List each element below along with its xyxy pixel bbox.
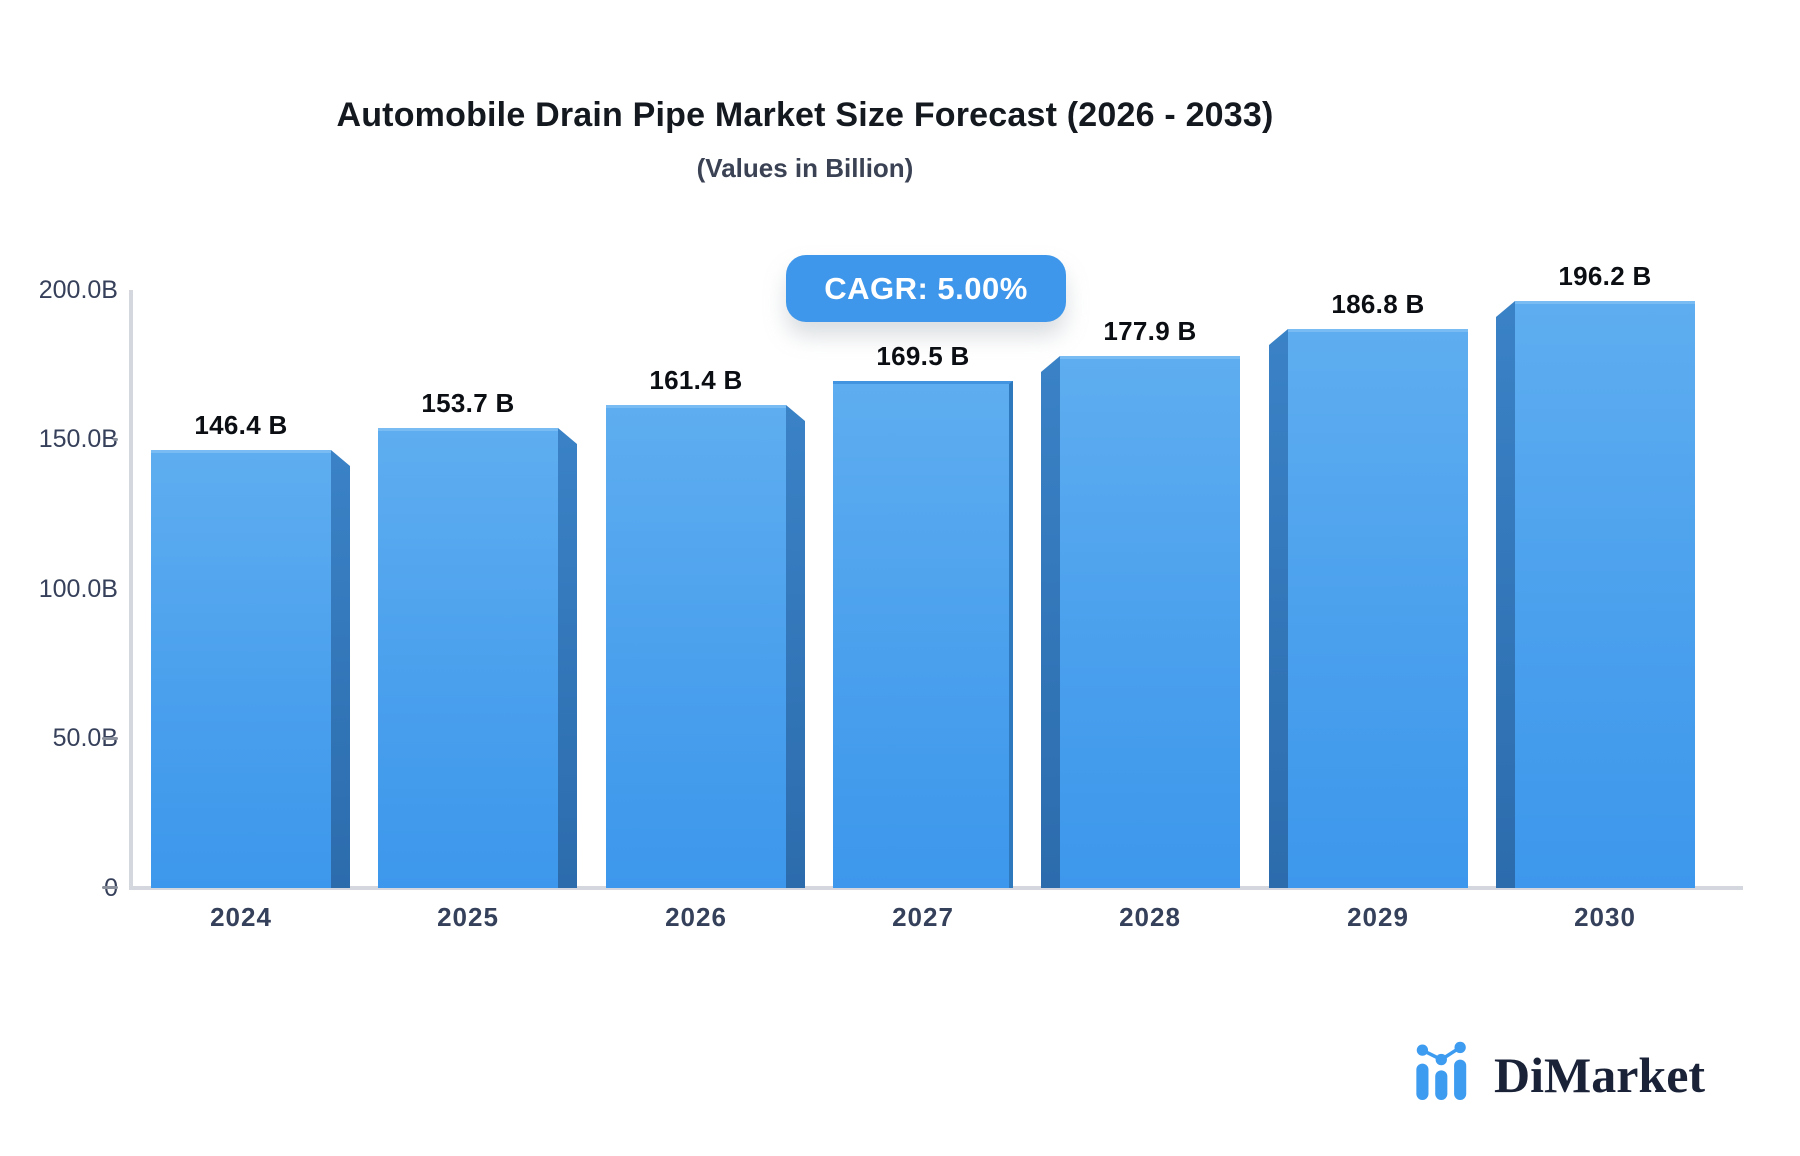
- chart-title: Automobile Drain Pipe Market Size Foreca…: [336, 96, 1274, 134]
- x-tick-label-2028: 2028: [1119, 902, 1181, 932]
- mini-bar-chart-icon: [1416, 1041, 1467, 1100]
- y-tick-mark-150: [113, 438, 118, 441]
- bar-2026: [606, 405, 786, 888]
- x-tick-label-2029: 2029: [1347, 902, 1409, 932]
- bar-side-face: [558, 428, 577, 888]
- bar-side-face: [1269, 329, 1288, 888]
- y-tick-label-50: 50.0B: [52, 724, 118, 752]
- x-tick-label-2030: 2030: [1574, 902, 1636, 932]
- chart-subtitle: (Values in Billion): [696, 153, 914, 183]
- bar-value-label: 177.9 B: [1103, 316, 1197, 346]
- bar-value-label: 161.4 B: [649, 365, 743, 395]
- bar-value-label: 169.5 B: [876, 341, 970, 371]
- x-tick-label-2025: 2025: [437, 902, 499, 932]
- title-block: Automobile Drain Pipe Market Size Foreca…: [0, 96, 1610, 184]
- y-tick-mark-50: [102, 737, 118, 740]
- y-axis-line: [129, 290, 133, 888]
- bar-side-face: [331, 450, 350, 888]
- bar-2030: [1515, 301, 1695, 888]
- bar-value-label: 153.7 B: [421, 388, 515, 418]
- x-tick-label-2027: 2027: [892, 902, 954, 932]
- bar-2027: [833, 381, 1013, 888]
- y-tick-label-150: 150.0B: [38, 425, 118, 453]
- brand-name: DiMarket: [1494, 1047, 1706, 1103]
- y-tick-label-200: 200.0B: [38, 276, 118, 304]
- brand-logo: DiMarket: [1412, 1038, 1705, 1100]
- x-tick-label-2026: 2026: [665, 902, 727, 932]
- bar-2028: [1060, 356, 1240, 888]
- bar-value-label: 196.2 B: [1558, 261, 1652, 291]
- bar-2029: [1288, 329, 1468, 888]
- x-axis-baseline: [129, 886, 1743, 890]
- bar-2025: [378, 428, 558, 888]
- bar-side-face: [1041, 356, 1060, 888]
- cagr-badge: CAGR: 5.00%: [786, 255, 1066, 322]
- bar-2024: [151, 450, 331, 888]
- bar-value-label: 186.8 B: [1331, 289, 1425, 319]
- y-tick-mark-0: [102, 886, 118, 889]
- y-tick-label-100: 100.0B: [38, 575, 118, 603]
- bar-side-face: [786, 405, 805, 888]
- x-tick-label-2024: 2024: [210, 902, 272, 932]
- bar-value-label: 146.4 B: [194, 410, 288, 440]
- y-tick-label-0: 0: [0, 874, 118, 903]
- bar-side-face: [1496, 301, 1515, 888]
